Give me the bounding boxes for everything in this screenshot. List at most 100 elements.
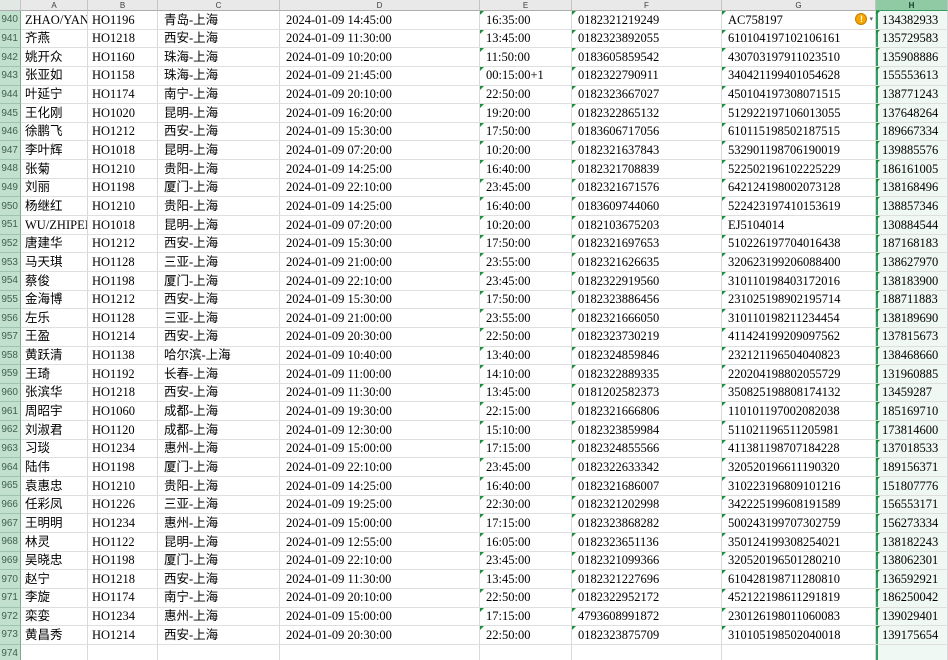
row-header-954[interactable]: 954 bbox=[0, 271, 21, 291]
cell-phone[interactable]: 138189690 bbox=[876, 309, 948, 328]
cell-route[interactable]: 昆明-上海 bbox=[158, 532, 280, 552]
cell-depart[interactable]: 2024-01-09 12:30:00 bbox=[280, 421, 480, 440]
cell-route[interactable] bbox=[158, 644, 280, 660]
cell-name[interactable]: 齐燕 bbox=[21, 29, 88, 49]
cell-flight[interactable]: HO1018 bbox=[88, 141, 158, 161]
cell-phone[interactable]: 186250042 bbox=[876, 588, 948, 608]
cell-flight[interactable]: HO1212 bbox=[88, 290, 158, 310]
cell-name[interactable]: 王明明 bbox=[21, 514, 88, 533]
cell-flight[interactable]: HO1218 bbox=[88, 29, 158, 49]
cell-idnum[interactable]: 310223196809101216 bbox=[722, 477, 876, 496]
row-header-972[interactable]: 972 bbox=[0, 607, 21, 627]
cell-name[interactable]: 唐建华 bbox=[21, 234, 88, 254]
column-header-e[interactable]: E bbox=[480, 0, 572, 11]
row-header-968[interactable]: 968 bbox=[0, 532, 21, 552]
cell-phone[interactable]: 186161005 bbox=[876, 160, 948, 179]
cell-arrive[interactable]: 22:50:00 bbox=[480, 626, 572, 645]
cell-flight[interactable] bbox=[88, 644, 158, 660]
cell-route[interactable]: 珠海-上海 bbox=[158, 48, 280, 67]
cell-idnum[interactable]: 310105198502040018 bbox=[722, 626, 876, 645]
cell-idnum[interactable]: 430703197911023510 bbox=[722, 48, 876, 67]
column-header-b[interactable]: B bbox=[88, 0, 158, 11]
cell-idnum[interactable]: 320520196501280210 bbox=[722, 551, 876, 571]
row-header-951[interactable]: 951 bbox=[0, 216, 21, 235]
cell-depart[interactable]: 2024-01-09 20:10:00 bbox=[280, 588, 480, 608]
cell-name[interactable]: 吴晓忠 bbox=[21, 551, 88, 571]
cell-idnum[interactable]: EJ5104014 bbox=[722, 216, 876, 235]
cell-name[interactable]: 马天琪 bbox=[21, 253, 88, 272]
cell-phone[interactable]: 130884544 bbox=[876, 216, 948, 235]
cell-name[interactable]: 赵宁 bbox=[21, 570, 88, 589]
cell-name[interactable]: 王盈 bbox=[21, 327, 88, 347]
cell-depart[interactable]: 2024-01-09 15:30:00 bbox=[280, 290, 480, 310]
cell-idnum[interactable]: 500243199707302759 bbox=[722, 514, 876, 533]
cell-ticket[interactable]: 0182324855566 bbox=[572, 439, 722, 459]
cell-flight[interactable]: HO1122 bbox=[88, 532, 158, 552]
cell-name[interactable]: 张菊 bbox=[21, 160, 88, 179]
cell-idnum[interactable]: 411381198707184228 bbox=[722, 439, 876, 459]
cell-phone[interactable]: 156273334 bbox=[876, 514, 948, 533]
cell-ticket[interactable]: 0182321626635 bbox=[572, 253, 722, 272]
cell-flight[interactable]: HO1214 bbox=[88, 327, 158, 347]
cell-flight[interactable]: HO1138 bbox=[88, 346, 158, 366]
cell-phone[interactable]: 173814600 bbox=[876, 421, 948, 440]
cell-route[interactable]: 惠州-上海 bbox=[158, 439, 280, 459]
cell-depart[interactable]: 2024-01-09 07:20:00 bbox=[280, 216, 480, 235]
cell-depart[interactable]: 2024-01-09 20:10:00 bbox=[280, 85, 480, 105]
cell-phone[interactable]: 135908886 bbox=[876, 48, 948, 67]
cell-arrive[interactable]: 23:45:00 bbox=[480, 458, 572, 478]
cell-arrive[interactable]: 17:50:00 bbox=[480, 234, 572, 254]
row-header-953[interactable]: 953 bbox=[0, 253, 21, 272]
cell-route[interactable]: 惠州-上海 bbox=[158, 514, 280, 533]
cell-arrive[interactable]: 15:10:00 bbox=[480, 421, 572, 440]
cell-name[interactable]: 王琦 bbox=[21, 365, 88, 384]
column-header-f[interactable]: F bbox=[572, 0, 722, 11]
cell-idnum[interactable]: 342225199608191589 bbox=[722, 495, 876, 515]
cell-ticket[interactable]: 0181202582373 bbox=[572, 383, 722, 403]
cell-arrive[interactable]: 17:15:00 bbox=[480, 514, 572, 533]
cell-arrive[interactable]: 10:20:00 bbox=[480, 216, 572, 235]
cell-phone[interactable]: 155553613 bbox=[876, 66, 948, 86]
cell-ticket[interactable]: 0182323886456 bbox=[572, 290, 722, 310]
cell-route[interactable]: 厦门-上海 bbox=[158, 178, 280, 198]
cell-phone[interactable]: 138468660 bbox=[876, 346, 948, 366]
cell-route[interactable]: 成都-上海 bbox=[158, 421, 280, 440]
row-header-945[interactable]: 945 bbox=[0, 104, 21, 123]
cell-name[interactable]: 陆伟 bbox=[21, 458, 88, 478]
cell-idnum[interactable]: 310110198211234454 bbox=[722, 309, 876, 328]
cell-ticket[interactable]: 0183605859542 bbox=[572, 48, 722, 67]
cell-name[interactable]: 袁惠忠 bbox=[21, 477, 88, 496]
cell-name[interactable]: 林灵 bbox=[21, 532, 88, 552]
cell-depart[interactable]: 2024-01-09 19:30:00 bbox=[280, 402, 480, 422]
row-header-941[interactable]: 941 bbox=[0, 29, 21, 49]
cell-arrive[interactable]: 23:45:00 bbox=[480, 271, 572, 291]
cell-name[interactable]: 刘淑君 bbox=[21, 421, 88, 440]
cell-arrive[interactable]: 22:15:00 bbox=[480, 402, 572, 422]
row-header-947[interactable]: 947 bbox=[0, 141, 21, 161]
cell-depart[interactable]: 2024-01-09 20:30:00 bbox=[280, 626, 480, 645]
cell-ticket[interactable]: 0182323859984 bbox=[572, 421, 722, 440]
cell-ticket[interactable]: 0182323730219 bbox=[572, 327, 722, 347]
cell-arrive[interactable]: 10:20:00 bbox=[480, 141, 572, 161]
cell-ticket[interactable]: 0183609744060 bbox=[572, 197, 722, 217]
row-header-948[interactable]: 948 bbox=[0, 160, 21, 179]
error-warning-control[interactable]: ! ▾ bbox=[855, 13, 873, 25]
cell-ticket[interactable]: 0182322865132 bbox=[572, 104, 722, 123]
cell-phone[interactable]: 138627970 bbox=[876, 253, 948, 272]
cell-depart[interactable]: 2024-01-09 20:30:00 bbox=[280, 327, 480, 347]
cell-ticket[interactable]: 0182321637843 bbox=[572, 141, 722, 161]
cell-depart[interactable]: 2024-01-09 21:00:00 bbox=[280, 253, 480, 272]
row-header-959[interactable]: 959 bbox=[0, 365, 21, 384]
cell-arrive[interactable]: 16:35:00 bbox=[480, 11, 572, 30]
cell-idnum[interactable]: 230126198011060083 bbox=[722, 607, 876, 627]
cell-phone[interactable]: 138771243 bbox=[876, 85, 948, 105]
cell-flight[interactable]: HO1210 bbox=[88, 477, 158, 496]
cell-route[interactable]: 三亚-上海 bbox=[158, 495, 280, 515]
cell-depart[interactable]: 2024-01-09 14:25:00 bbox=[280, 197, 480, 217]
row-header-971[interactable]: 971 bbox=[0, 588, 21, 608]
row-header-960[interactable]: 960 bbox=[0, 383, 21, 403]
cell-depart[interactable]: 2024-01-09 11:30:00 bbox=[280, 383, 480, 403]
cell-phone[interactable]: 138168496 bbox=[876, 178, 948, 198]
cell-phone[interactable]: 188711883 bbox=[876, 290, 948, 310]
cell-depart[interactable]: 2024-01-09 22:10:00 bbox=[280, 458, 480, 478]
